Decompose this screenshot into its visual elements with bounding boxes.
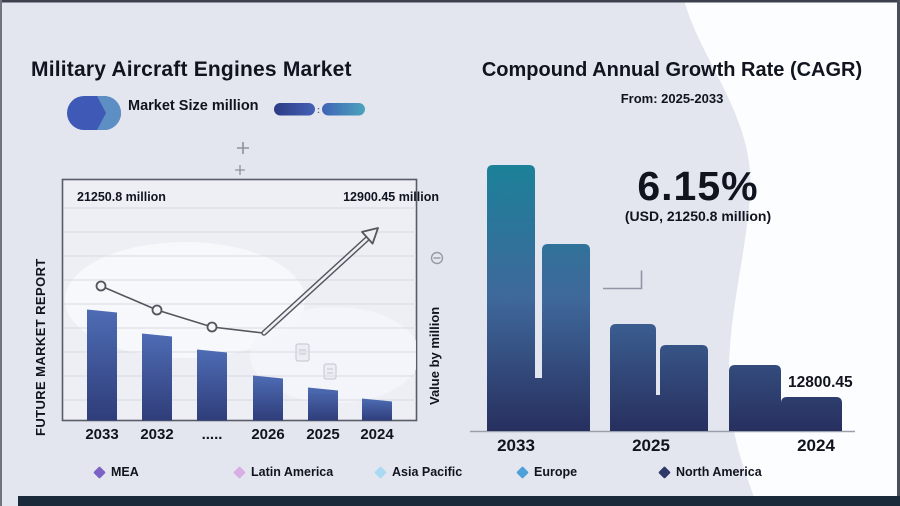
- x-label-2025: 2025: [632, 436, 670, 455]
- legend-diamond-icon: [658, 465, 671, 479]
- circle-minus-icon: [430, 251, 444, 265]
- bar-annotation-2024: 12800.45: [788, 374, 853, 391]
- x-label-2025: 2025: [306, 426, 340, 443]
- bar-pair-2033: [487, 165, 590, 431]
- annotation-2033-value: 21250.8 million: [77, 190, 166, 204]
- legend-item-mea: MEA: [93, 465, 139, 479]
- legend-label: MEA: [111, 465, 139, 479]
- bar-pair-2024: [729, 365, 842, 431]
- bar-.....: [197, 349, 227, 421]
- plus-decoration-icon: [235, 142, 249, 175]
- brand-watermark: FUTURE MARKET REPORT: [33, 258, 48, 436]
- legend-item-europe: Europe: [516, 465, 578, 479]
- trend-line-and-arrow: [95, 227, 379, 336]
- bar-pair-2025: [610, 324, 708, 431]
- cagr-basis: (USD, 21250.8 million): [624, 208, 772, 224]
- bar-2032: [142, 333, 172, 421]
- x-label-2024: 2024: [360, 426, 394, 443]
- right-chart: [470, 165, 855, 433]
- x-label-.....: .....: [201, 426, 223, 443]
- annotation-2024-value: 12900.45 million: [343, 190, 439, 204]
- cagr-subtitle: From: 2025-2033: [620, 91, 724, 106]
- legend-label: North America: [676, 465, 762, 479]
- legend-diamond-icon: [93, 465, 106, 479]
- bottom-strip: [18, 496, 900, 506]
- x-label-2024: 2024: [797, 436, 835, 455]
- x-label-2032: 2032: [140, 426, 174, 443]
- left-chart: [61, 178, 418, 422]
- bar-2024: [362, 398, 392, 421]
- left-chart-bars: [87, 309, 392, 421]
- cagr-value: 6.15%: [637, 163, 759, 209]
- corner-bracket-decoration: [603, 270, 643, 290]
- page-title: Military Aircraft Engines Market: [31, 58, 352, 81]
- x-label-2033: 2033: [497, 436, 535, 455]
- market-size-label: Market Size million: [128, 98, 259, 114]
- bar-2033: [87, 309, 117, 421]
- legend-label: Latin America: [251, 465, 334, 479]
- legend-item-north-america: North America: [658, 465, 762, 479]
- bar-2025: [308, 387, 338, 421]
- legend-label: Europe: [534, 465, 578, 479]
- legend-diamond-icon: [233, 465, 246, 479]
- x-label-2033: 2033: [85, 426, 119, 443]
- legend-diamond-icon: [374, 465, 387, 479]
- legend-item-asia-pacific: Asia Pacific: [374, 465, 463, 479]
- gridlines: [63, 207, 416, 401]
- bar-2026: [253, 375, 283, 421]
- x-label-2026: 2026: [251, 426, 285, 443]
- legend-diamond-icon: [516, 465, 529, 479]
- right-chart-bars: [487, 165, 842, 431]
- pill-separator: :: [317, 105, 320, 115]
- legend-label: Asia Pacific: [392, 465, 463, 479]
- legend-item-latin-america: Latin America: [233, 465, 334, 479]
- cagr-title: Compound Annual Growth Rate (CAGR): [481, 59, 863, 81]
- y-axis-label: Value by million: [427, 306, 442, 406]
- brand-capsule-logo: [67, 96, 121, 130]
- header-pills: :: [274, 103, 365, 116]
